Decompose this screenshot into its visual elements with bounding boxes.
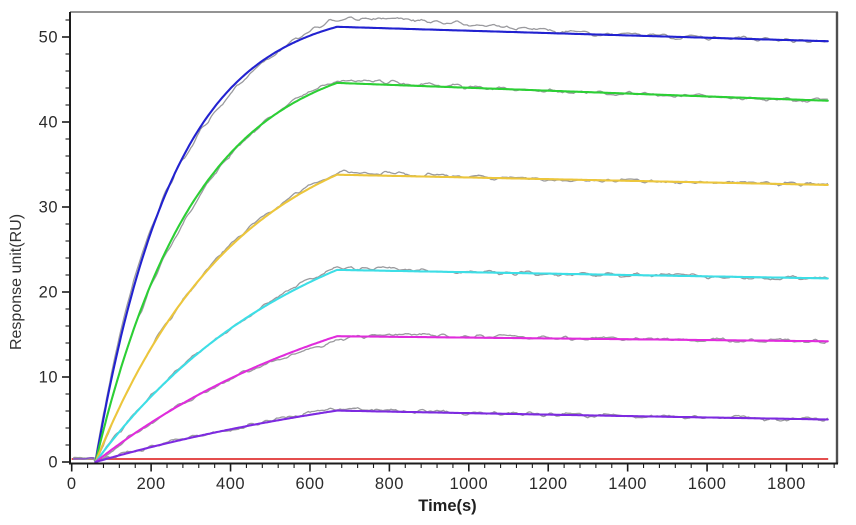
x-tick-label-0: 0: [67, 475, 77, 493]
x-tick-label-1000: 1000: [449, 475, 488, 493]
y-tick-label-50: 50: [39, 29, 58, 47]
raw-trace-level-5-green: [73, 79, 828, 463]
fit-curve-level-1-violet: [94, 409, 829, 464]
fit-curve-level-3-cyan: [94, 268, 829, 464]
raw-trace-level-6-blue: [73, 16, 828, 460]
y-tick-label-30: 30: [39, 199, 58, 217]
y-tick-label-10: 10: [39, 369, 58, 387]
raw-trace-level-2-magenta: [73, 332, 829, 464]
y-tick-label-20: 20: [39, 284, 58, 302]
y-tick-label-40: 40: [39, 114, 58, 132]
x-tick-label-1600: 1600: [688, 475, 727, 493]
x-tick-label-200: 200: [137, 475, 166, 493]
fit-curve-level-4-gold: [94, 173, 829, 464]
fit-curve-level-2-magenta: [94, 335, 829, 464]
y-tick-label-0: 0: [48, 454, 58, 472]
fit-curve-level-5-green: [94, 81, 829, 464]
x-tick-label-1800: 1800: [767, 475, 806, 493]
x-tick-label-1200: 1200: [529, 475, 568, 493]
x-tick-label-1400: 1400: [608, 475, 647, 493]
x-axis-title: Time(s): [418, 497, 476, 515]
fit-curve-level-6-blue: [94, 25, 829, 464]
raw-trace-level-1-violet: [73, 407, 829, 464]
x-tick-label-400: 400: [216, 475, 245, 493]
y-axis-title: Response unit(RU): [8, 214, 25, 350]
baseline-trace-violet: [73, 457, 95, 460]
x-tick-label-600: 600: [295, 475, 324, 493]
x-tick-label-800: 800: [375, 475, 404, 493]
